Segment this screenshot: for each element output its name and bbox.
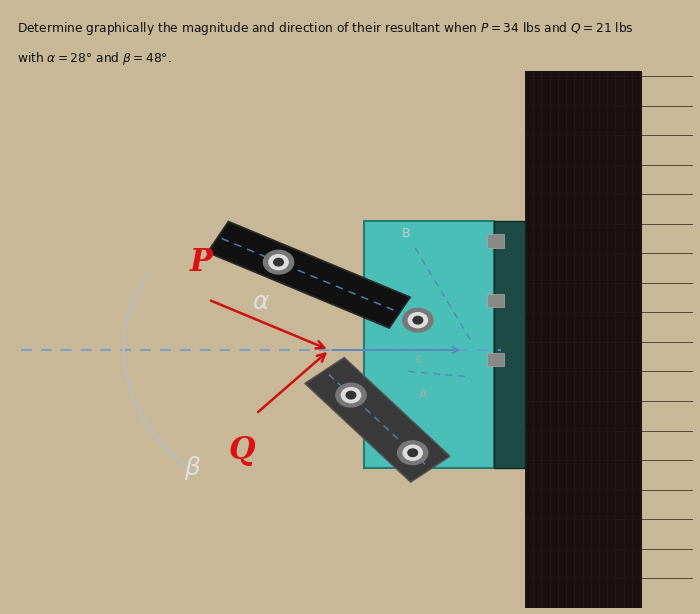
Bar [525, 71, 641, 608]
Text: Q: Q [229, 435, 256, 467]
Text: B: B [402, 227, 410, 240]
Circle shape [408, 313, 428, 328]
Circle shape [413, 316, 423, 324]
Bar [494, 221, 525, 468]
Circle shape [342, 387, 360, 403]
Circle shape [398, 441, 428, 465]
Text: A: A [419, 388, 427, 402]
Text: $\beta$: $\beta$ [183, 454, 201, 482]
Circle shape [408, 449, 417, 456]
Text: $\alpha$: $\alpha$ [252, 290, 270, 314]
Circle shape [402, 308, 433, 332]
Circle shape [263, 251, 293, 274]
Bar [487, 352, 504, 366]
Text: P: P [190, 247, 213, 278]
Bar [364, 221, 494, 468]
Circle shape [403, 445, 422, 460]
Bar [304, 357, 450, 482]
Text: with $\alpha = 28°$ and $\beta = 48°$.: with $\alpha = 28°$ and $\beta = 48°$. [18, 50, 172, 67]
Circle shape [274, 258, 284, 266]
Bar [207, 222, 410, 328]
Circle shape [346, 391, 356, 399]
Circle shape [269, 255, 288, 270]
Text: Determine graphically the magnitude and direction of their resultant when $P = 3: Determine graphically the magnitude and … [18, 20, 634, 37]
Bar [487, 293, 504, 307]
Circle shape [336, 383, 366, 407]
Bar [487, 235, 504, 248]
Text: C: C [415, 356, 422, 365]
